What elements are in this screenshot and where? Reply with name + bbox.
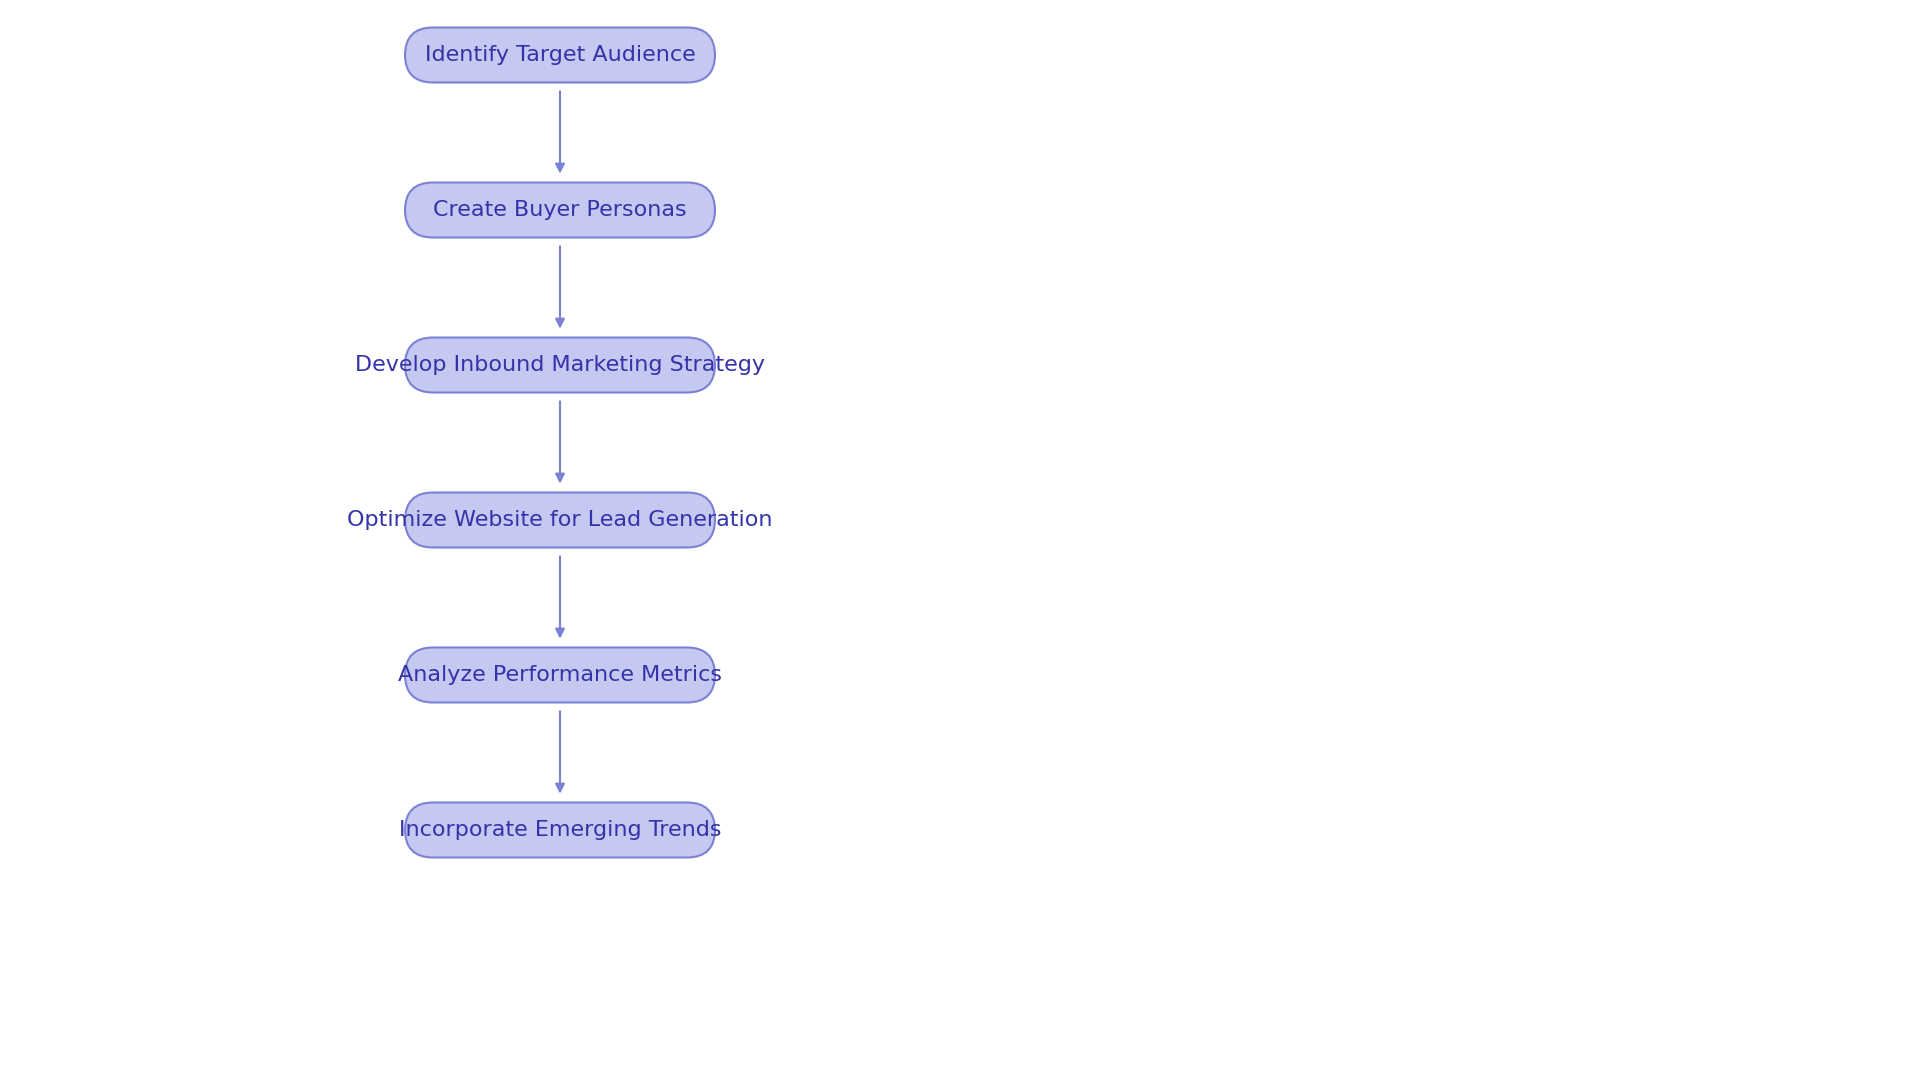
FancyBboxPatch shape xyxy=(405,338,714,392)
Text: Develop Inbound Marketing Strategy: Develop Inbound Marketing Strategy xyxy=(355,355,764,375)
Text: Create Buyer Personas: Create Buyer Personas xyxy=(434,200,687,220)
Text: Optimize Website for Lead Generation: Optimize Website for Lead Generation xyxy=(348,510,772,530)
Text: Analyze Performance Metrics: Analyze Performance Metrics xyxy=(397,665,722,686)
FancyBboxPatch shape xyxy=(405,803,714,858)
FancyBboxPatch shape xyxy=(405,27,714,82)
FancyBboxPatch shape xyxy=(405,648,714,703)
Text: Incorporate Emerging Trends: Incorporate Emerging Trends xyxy=(399,820,722,840)
Text: Identify Target Audience: Identify Target Audience xyxy=(424,45,695,65)
FancyBboxPatch shape xyxy=(405,183,714,237)
FancyBboxPatch shape xyxy=(405,493,714,548)
